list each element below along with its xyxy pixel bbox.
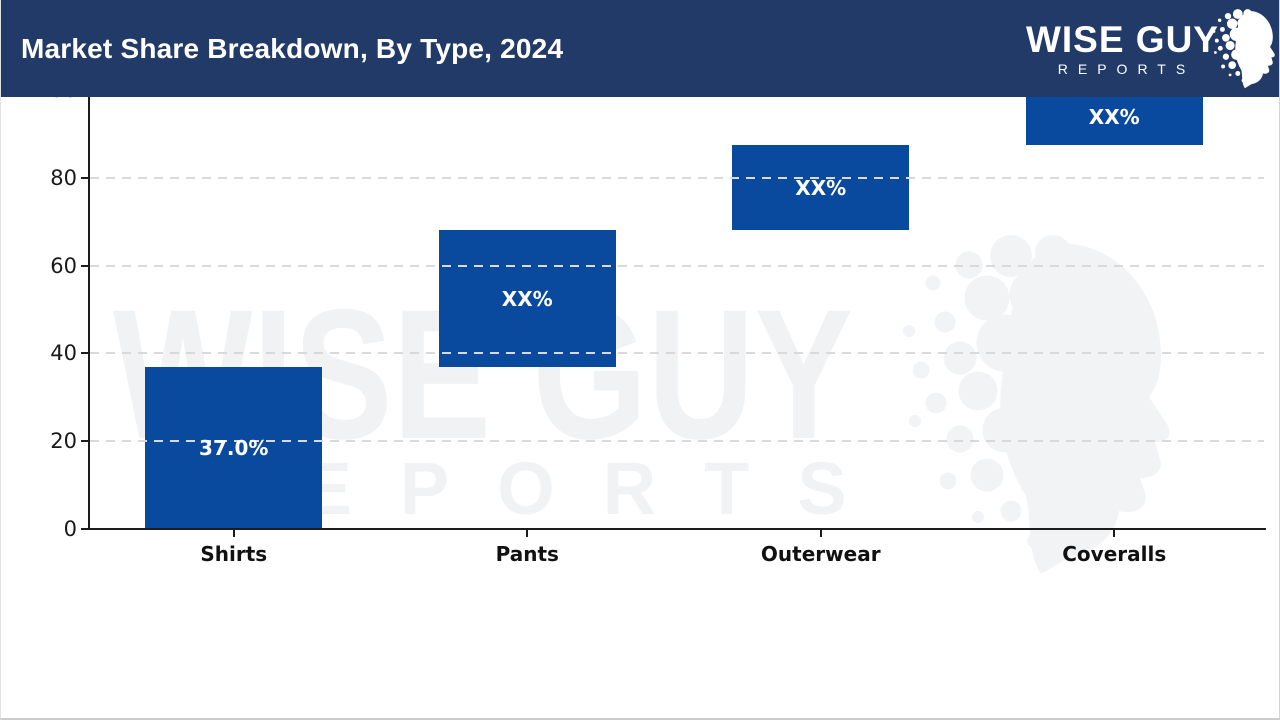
x-tick-coveralls bbox=[1113, 530, 1116, 537]
bar-label-coveralls: XX% bbox=[1088, 105, 1140, 130]
y-tick-20 bbox=[81, 440, 88, 443]
y-tick-0 bbox=[81, 528, 88, 530]
y-tick-label-80: 80 bbox=[50, 165, 77, 190]
bar-label-outerwear: XX% bbox=[795, 175, 847, 200]
x-axis-line bbox=[88, 528, 1266, 530]
y-tick-label-60: 60 bbox=[50, 253, 77, 278]
bar-outerwear bbox=[732, 144, 910, 231]
y-axis-line bbox=[88, 66, 90, 530]
gridline-y-20 bbox=[90, 440, 1264, 443]
y-tick-80 bbox=[81, 176, 88, 179]
x-category-label-outerwear: Outerwear bbox=[760, 542, 881, 566]
y-tick-label-0: 0 bbox=[63, 517, 77, 541]
wiseguy-logo-text: WISE GUY REPORTS bbox=[1026, 21, 1219, 77]
x-tick-outerwear bbox=[819, 530, 822, 537]
bar-pants bbox=[438, 230, 616, 367]
bar-label-shirts: 37.0% bbox=[199, 435, 269, 460]
y-tick-label-40: 40 bbox=[50, 341, 77, 366]
logo-brand-subtitle: REPORTS bbox=[1057, 60, 1196, 77]
gridline-y-40 bbox=[90, 352, 1264, 355]
x-category-label-pants: Pants bbox=[495, 542, 559, 566]
y-tick-60 bbox=[81, 264, 88, 267]
logo-brand-name: WISE GUY bbox=[1025, 18, 1219, 60]
y-tick-40 bbox=[81, 352, 88, 355]
chart-title: Market Share Breakdown, By Type, 2024 bbox=[21, 32, 564, 64]
bar-shirts bbox=[145, 366, 323, 529]
bar-coveralls bbox=[1025, 90, 1203, 145]
wiseguy-head-icon bbox=[1212, 8, 1275, 88]
gridline-y-80 bbox=[90, 176, 1264, 179]
wiseguy-logo: WISE GUY REPORTS bbox=[1026, 7, 1277, 91]
bar-label-pants: XX% bbox=[501, 286, 553, 311]
x-tick-shirts bbox=[232, 530, 235, 537]
gridline-y-60 bbox=[90, 264, 1264, 267]
header-bar: Market Share Breakdown, By Type, 2024 WI… bbox=[1, 0, 1279, 97]
x-category-label-shirts: Shirts bbox=[200, 542, 268, 566]
x-category-label-coveralls: Coveralls bbox=[1062, 542, 1167, 566]
plot-area: 02040608010037.0%ShirtsXX%PantsXX%Outerw… bbox=[1, 0, 1279, 623]
y-tick-label-20: 20 bbox=[50, 429, 77, 454]
x-tick-pants bbox=[526, 530, 529, 537]
